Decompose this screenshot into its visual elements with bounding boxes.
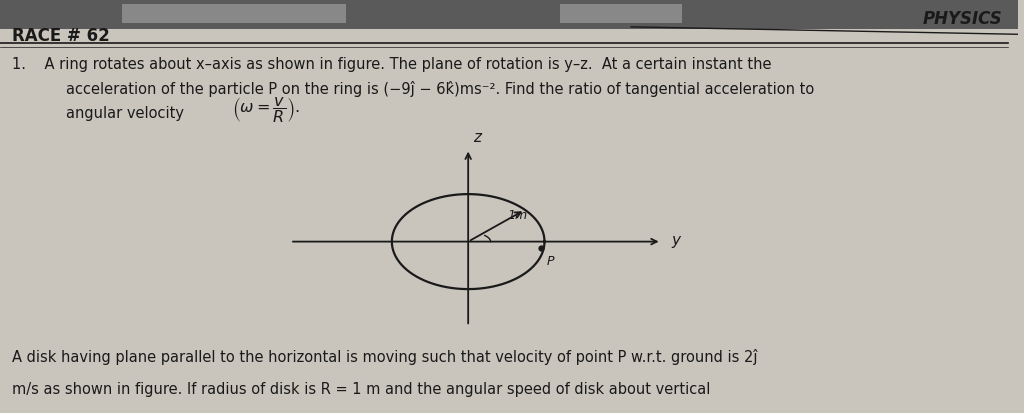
Text: A disk having plane parallel to the horizontal is moving such that velocity of p: A disk having plane parallel to the hori… [12, 349, 758, 365]
Text: y: y [672, 233, 681, 248]
Text: RACE # 62: RACE # 62 [12, 27, 110, 45]
Bar [560, 4, 682, 23]
Text: 1.    A ring rotates about x–axis as shown in figure. The plane of rotation is y: 1. A ring rotates about x–axis as shown … [12, 57, 772, 71]
Bar [122, 4, 346, 23]
Text: acceleration of the particle P on the ring is (−9ĵ − 6k̂)ms⁻². Find the ratio of: acceleration of the particle P on the ri… [67, 81, 814, 97]
Text: z: z [473, 130, 481, 145]
Text: 1m: 1m [508, 209, 527, 222]
Text: m/s as shown in figure. If radius of disk is R = 1 m and the angular speed of di: m/s as shown in figure. If radius of dis… [12, 382, 711, 396]
Text: angular velocity: angular velocity [67, 106, 184, 121]
Text: $\left(\omega = \dfrac{v}{R}\right).$: $\left(\omega = \dfrac{v}{R}\right).$ [232, 95, 300, 125]
Text: PHYSICS: PHYSICS [923, 9, 1002, 28]
Bar [0, 0, 1018, 29]
Text: P: P [547, 255, 554, 268]
